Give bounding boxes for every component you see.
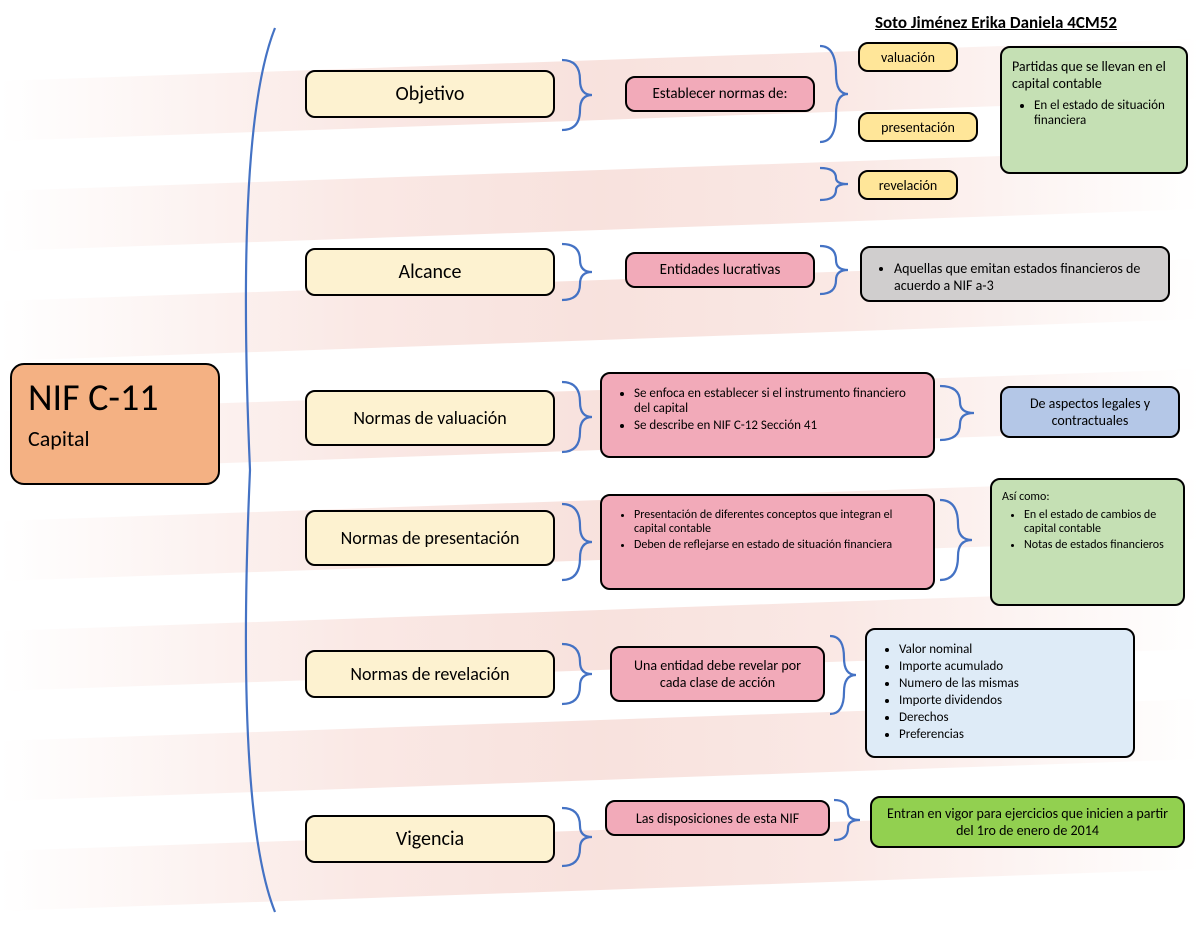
brace-icon <box>820 238 854 302</box>
revelacion-bullet: Derechos <box>899 710 1119 725</box>
brace-icon <box>940 490 985 590</box>
objetivo-side: Partidas que se llevan en el capital con… <box>1000 46 1188 174</box>
branch-valuacion: Normas de valuación <box>305 390 555 446</box>
vigencia-detail: Las disposiciones de esta NIF <box>605 800 830 836</box>
root-title: NIF C-11 <box>28 375 159 421</box>
objetivo-item-presentacion: presentación <box>858 112 978 142</box>
objetivo-detail: Establecer normas de: <box>625 76 815 112</box>
root-subtitle: Capital <box>28 425 90 452</box>
alcance-side-bullet: Aquellas que emitan estados financieros … <box>894 260 1154 294</box>
presentacion-bullet: Deben de reflejarse en estado de situaci… <box>634 538 919 552</box>
revelacion-bullet: Importe dividendos <box>899 693 1119 708</box>
objetivo-item-valuacion: valuación <box>858 42 958 72</box>
brace-icon <box>562 372 602 462</box>
brace-icon <box>562 634 607 714</box>
revelacion-bullet: Numero de las mismas <box>899 676 1119 691</box>
revelacion-bullet: Preferencias <box>899 727 1119 742</box>
valuacion-detail: Se enfoca en establecer si el instrument… <box>600 372 935 458</box>
presentacion-side-bullet: Notas de estados financieros <box>1024 538 1169 552</box>
branch-objetivo: Objetivo <box>305 70 555 118</box>
branch-revelacion: Normas de revelación <box>305 650 555 698</box>
brace-icon <box>834 792 866 848</box>
brace-icon <box>830 628 862 722</box>
vigencia-side: Entran en vigor para ejercicios que inic… <box>870 796 1185 848</box>
revelacion-side: Valor nominal Importe acumulado Numero d… <box>865 628 1135 758</box>
presentacion-bullet: Presentación de diferentes conceptos que… <box>634 508 919 536</box>
branch-alcance: Alcance <box>305 248 555 296</box>
brace-icon <box>940 378 990 448</box>
valuacion-bullet: Se describe en NIF C-12 Sección 41 <box>634 418 919 433</box>
revelacion-bullet: Valor nominal <box>899 642 1119 657</box>
objetivo-side-heading: Partidas que se llevan en el capital con… <box>1012 58 1172 92</box>
brace-icon <box>562 50 617 140</box>
root-node: NIF C-11 Capital <box>10 363 220 485</box>
brace-icon <box>820 34 854 154</box>
main-spine <box>230 28 280 912</box>
revelacion-detail: Una entidad debe revelar por cada clase … <box>610 646 825 702</box>
presentacion-side-bullet: En el estado de cambios de capital conta… <box>1024 508 1169 536</box>
revelacion-bullet: Importe acumulado <box>899 659 1119 674</box>
brace-icon <box>820 160 854 208</box>
objetivo-item-revelacion: revelación <box>858 170 958 200</box>
presentacion-side: Así como: En el estado de cambios de cap… <box>990 478 1185 606</box>
alcance-detail: Entidades lucrativas <box>625 252 815 288</box>
author-name: Soto Jiménez Erika Daniela 4CM52 <box>875 12 1117 33</box>
valuacion-side: De aspectos legales y contractuales <box>1000 386 1180 438</box>
objetivo-side-bullet: En el estado de situación financiera <box>1034 98 1172 128</box>
brace-icon <box>562 234 617 310</box>
valuacion-bullet: Se enfoca en establecer si el instrument… <box>634 386 919 416</box>
brace-icon <box>562 798 602 876</box>
brace-icon <box>562 494 602 590</box>
alcance-side: Aquellas que emitan estados financieros … <box>860 246 1170 302</box>
branch-presentacion: Normas de presentación <box>305 510 555 566</box>
presentacion-side-heading: Así como: <box>1002 490 1169 504</box>
branch-vigencia: Vigencia <box>305 815 555 863</box>
presentacion-detail: Presentación de diferentes conceptos que… <box>600 494 935 590</box>
